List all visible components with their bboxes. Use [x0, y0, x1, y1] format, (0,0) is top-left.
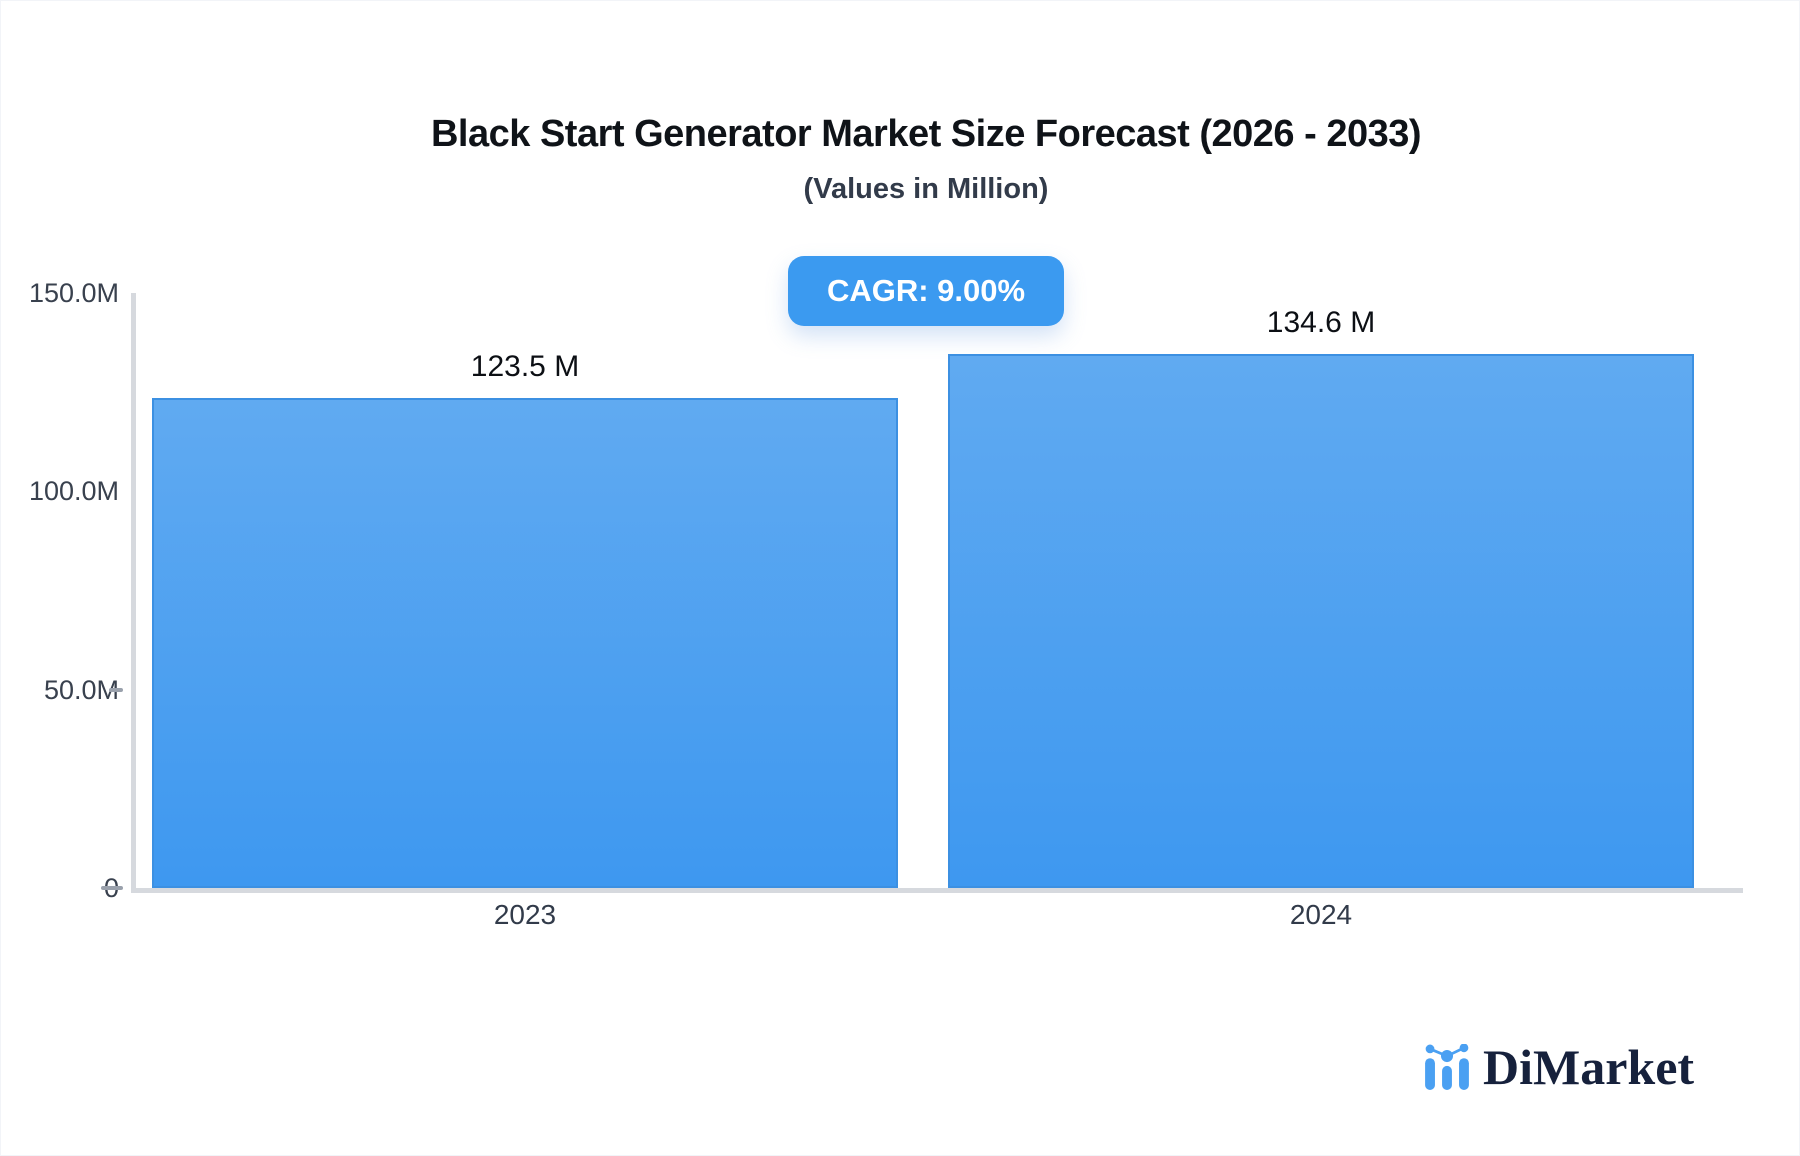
x-axis-label-2024: 2024 — [1289, 899, 1353, 930]
chart-subtitle: (Values in Million) — [803, 173, 1049, 205]
bar-value-label: 134.6 M — [1266, 306, 1376, 339]
y-axis-label: 150.0M — [28, 278, 119, 308]
x-axis-label-2023: 2023 — [493, 899, 557, 930]
bar-value-label: 123.5 M — [470, 350, 580, 383]
cagr-badge: CAGR: 9.00% — [788, 256, 1064, 326]
bar-2023[interactable] — [152, 398, 898, 888]
brand-name: DiMarket — [1483, 1039, 1695, 1095]
y-axis-line — [131, 293, 136, 888]
y-axis-label: 100.0M — [28, 476, 119, 506]
y-axis-tick — [101, 886, 123, 890]
brand-logo: DiMarket — [1425, 1041, 1694, 1093]
y-axis-label: 50.0M — [43, 675, 119, 705]
bar-2024[interactable] — [948, 354, 1694, 888]
bar-line-chart-icon — [1425, 1044, 1469, 1090]
plot-area: 123.5 M 134.6 M — [131, 293, 1743, 888]
chart-title: Black Start Generator Market Size Foreca… — [430, 113, 1422, 155]
x-axis-baseline — [131, 888, 1743, 893]
y-axis-tick — [109, 688, 123, 692]
